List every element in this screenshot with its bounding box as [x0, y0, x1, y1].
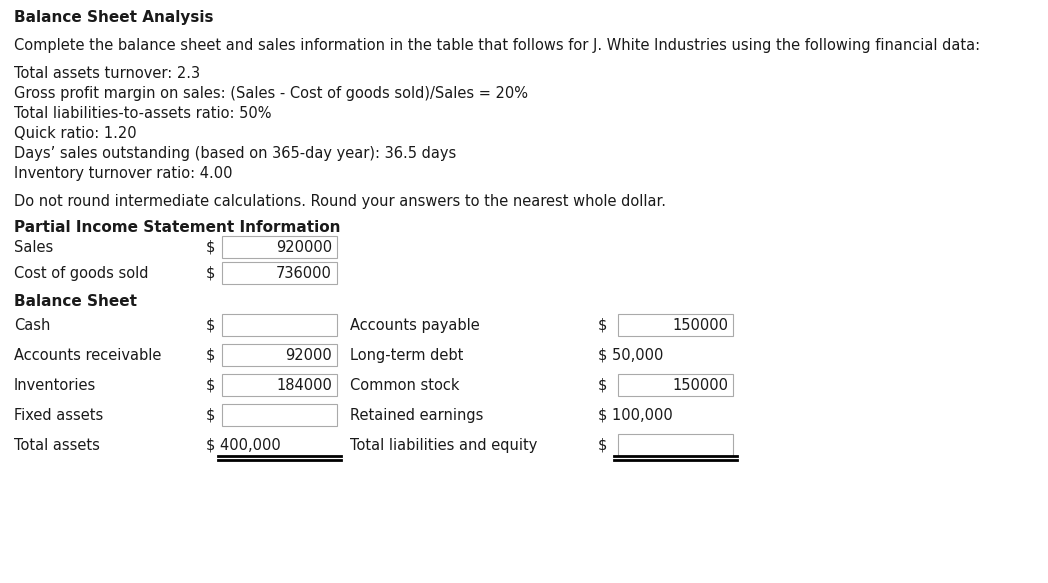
Bar — [222, 236, 337, 258]
Text: 736000: 736000 — [276, 266, 332, 281]
Text: $: $ — [206, 408, 216, 423]
Text: $: $ — [206, 378, 216, 393]
Text: Inventories: Inventories — [14, 378, 96, 393]
Text: Total liabilities-to-assets ratio: 50%: Total liabilities-to-assets ratio: 50% — [14, 106, 271, 121]
Text: Sales: Sales — [14, 240, 53, 255]
Text: Fixed assets: Fixed assets — [14, 408, 104, 423]
Text: Cash: Cash — [14, 318, 50, 333]
Text: Common stock: Common stock — [350, 378, 459, 393]
Text: $: $ — [206, 266, 216, 281]
Text: Complete the balance sheet and sales information in the table that follows for J: Complete the balance sheet and sales inf… — [14, 38, 980, 53]
Text: Cost of goods sold: Cost of goods sold — [14, 266, 149, 281]
Text: Accounts receivable: Accounts receivable — [14, 348, 161, 363]
Text: Total assets turnover: 2.3: Total assets turnover: 2.3 — [14, 66, 200, 81]
Text: 150000: 150000 — [672, 378, 728, 393]
Text: $: $ — [206, 318, 216, 333]
Bar — [222, 344, 337, 366]
Text: $ 100,000: $ 100,000 — [598, 408, 673, 423]
Text: Quick ratio: 1.20: Quick ratio: 1.20 — [14, 126, 136, 141]
Text: Partial Income Statement Information: Partial Income Statement Information — [14, 220, 341, 235]
Text: $: $ — [206, 240, 216, 255]
Text: Long-term debt: Long-term debt — [350, 348, 463, 363]
Text: 920000: 920000 — [276, 240, 332, 255]
Text: Balance Sheet Analysis: Balance Sheet Analysis — [14, 10, 214, 25]
Text: Accounts payable: Accounts payable — [350, 318, 480, 333]
Text: $ 50,000: $ 50,000 — [598, 348, 663, 363]
Bar — [618, 314, 733, 336]
Text: 150000: 150000 — [672, 318, 728, 333]
Text: Gross profit margin on sales: (Sales - Cost of goods sold)/Sales = 20%: Gross profit margin on sales: (Sales - C… — [14, 86, 528, 101]
Text: Balance Sheet: Balance Sheet — [14, 294, 137, 309]
Bar — [618, 434, 733, 456]
Text: $: $ — [206, 348, 216, 363]
Text: Total liabilities and equity: Total liabilities and equity — [350, 438, 538, 453]
Text: $ 400,000: $ 400,000 — [206, 438, 281, 453]
Text: Total assets: Total assets — [14, 438, 100, 453]
Text: Retained earnings: Retained earnings — [350, 408, 483, 423]
Bar — [222, 404, 337, 426]
Text: 92000: 92000 — [285, 348, 332, 363]
Text: $: $ — [598, 438, 608, 453]
Bar — [618, 374, 733, 396]
Bar — [222, 314, 337, 336]
Bar — [222, 262, 337, 284]
Text: $: $ — [598, 318, 608, 333]
Text: Do not round intermediate calculations. Round your answers to the nearest whole : Do not round intermediate calculations. … — [14, 194, 665, 209]
Text: 184000: 184000 — [276, 378, 332, 393]
Text: Inventory turnover ratio: 4.00: Inventory turnover ratio: 4.00 — [14, 166, 233, 181]
Bar — [222, 374, 337, 396]
Text: $: $ — [598, 378, 608, 393]
Text: Days’ sales outstanding (based on 365-day year): 36.5 days: Days’ sales outstanding (based on 365-da… — [14, 146, 456, 161]
